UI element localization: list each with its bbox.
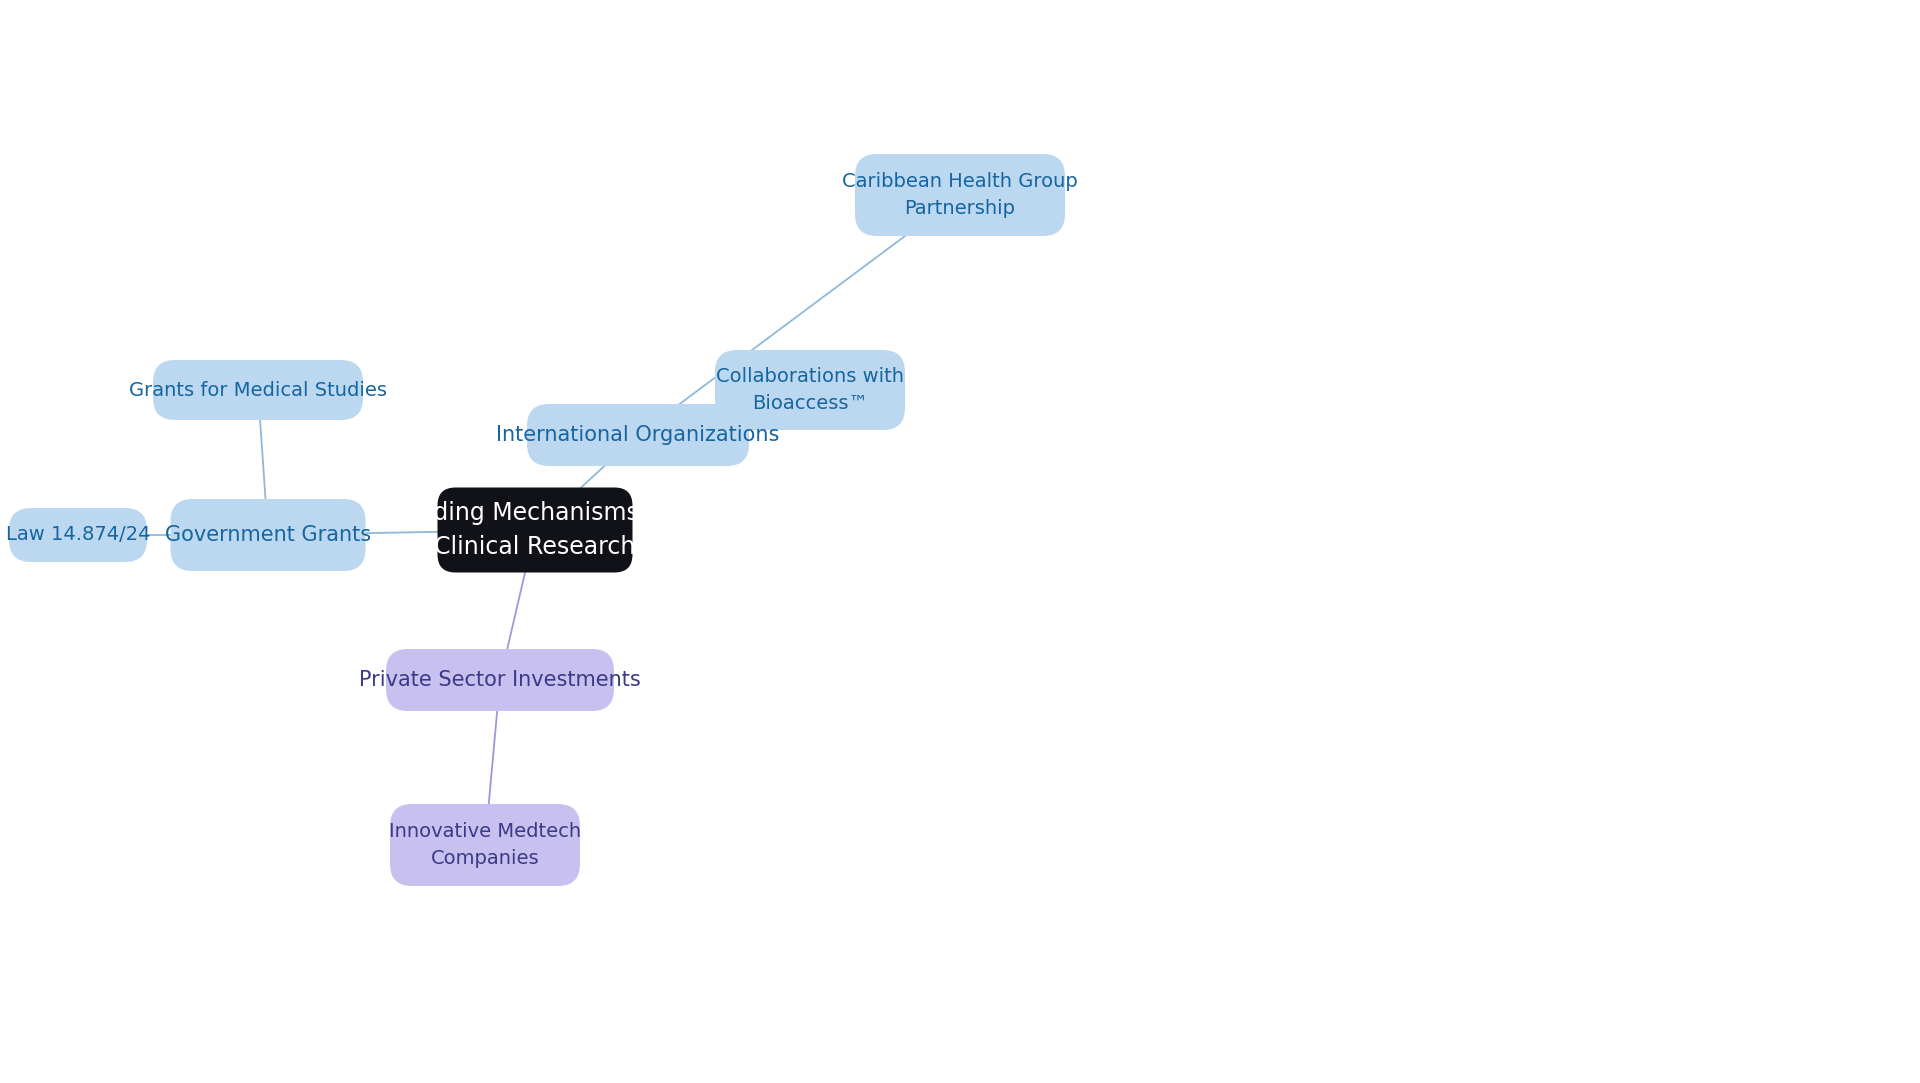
FancyBboxPatch shape — [171, 499, 365, 571]
FancyBboxPatch shape — [390, 804, 580, 886]
FancyBboxPatch shape — [438, 487, 632, 573]
Text: Collaborations with
Bioaccess™: Collaborations with Bioaccess™ — [716, 367, 904, 413]
Text: Innovative Medtech
Companies: Innovative Medtech Companies — [390, 822, 582, 867]
Text: Funding Mechanisms for
Clinical Research: Funding Mechanisms for Clinical Research — [392, 501, 680, 559]
Text: International Organizations: International Organizations — [495, 425, 780, 445]
Text: Private Sector Investments: Private Sector Investments — [359, 670, 641, 690]
FancyBboxPatch shape — [10, 508, 148, 562]
Text: Government Grants: Government Grants — [165, 525, 371, 545]
FancyBboxPatch shape — [154, 360, 363, 420]
FancyBboxPatch shape — [854, 154, 1066, 236]
FancyBboxPatch shape — [386, 649, 614, 712]
FancyBboxPatch shape — [714, 350, 904, 430]
FancyBboxPatch shape — [526, 404, 749, 466]
Text: Caribbean Health Group
Partnership: Caribbean Health Group Partnership — [843, 172, 1077, 218]
Text: Grants for Medical Studies: Grants for Medical Studies — [129, 380, 388, 400]
Text: Law 14.874/24: Law 14.874/24 — [6, 525, 150, 545]
